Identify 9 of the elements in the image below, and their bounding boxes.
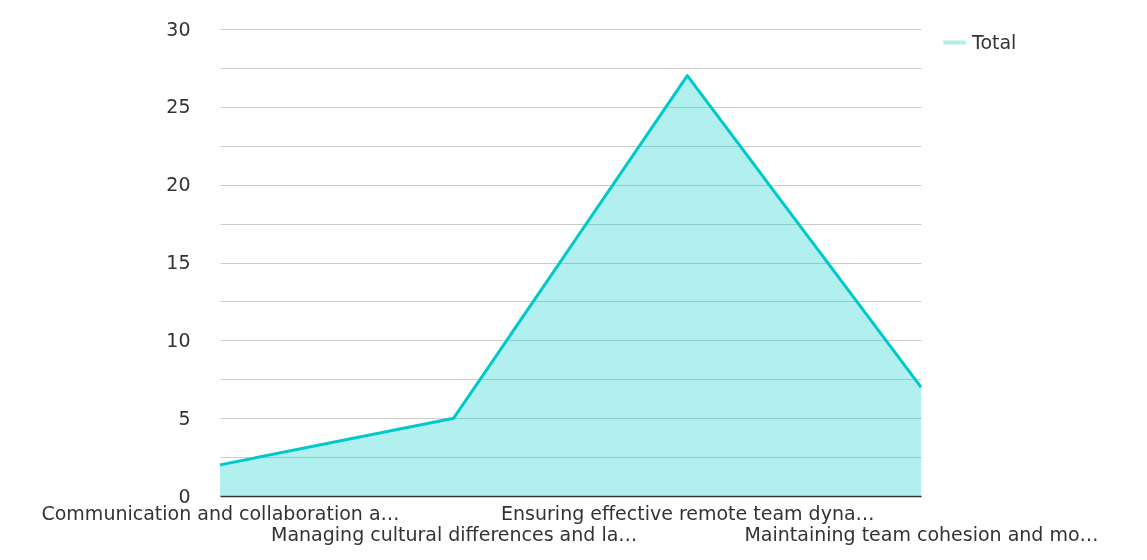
legend-label: Total	[971, 30, 1017, 53]
y-tick-label: 25	[166, 95, 191, 118]
y-tick-label: 5	[178, 406, 191, 429]
y-tick-label: 0	[178, 484, 191, 507]
y-tick-label: 15	[166, 251, 191, 273]
x-tick-label: Ensuring effective remote team dyna…	[501, 501, 875, 524]
y-tick-label: 10	[166, 328, 191, 351]
y-tick-label: 30	[166, 17, 191, 40]
y-tick-label: 20	[166, 173, 191, 196]
